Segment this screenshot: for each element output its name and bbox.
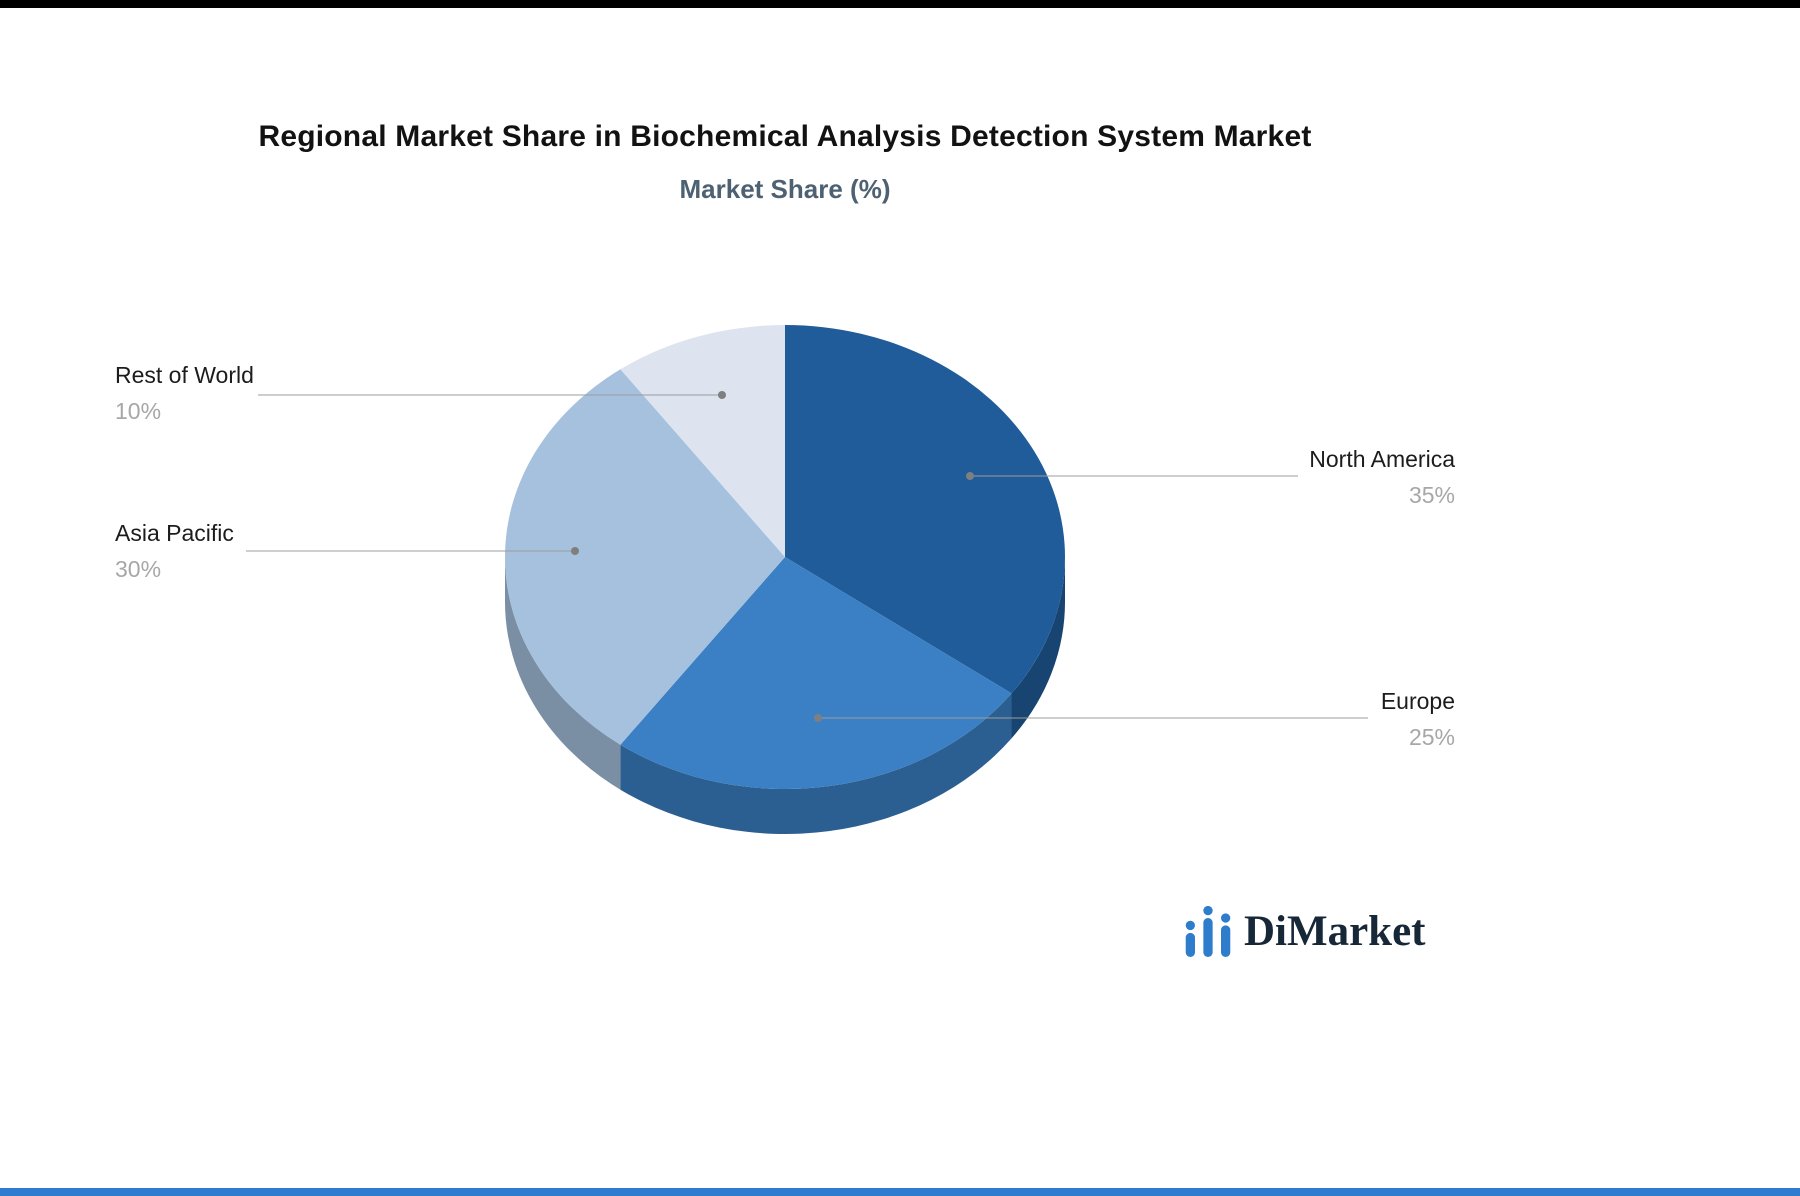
label-asia-pacific: Asia Pacific 30% — [115, 520, 234, 583]
label-value: 10% — [115, 398, 162, 424]
label-rest-of-world: Rest of World 10% — [115, 362, 254, 425]
label-value: 25% — [1408, 724, 1455, 750]
bar-chart-icon — [1185, 905, 1231, 957]
pie-slice-rest-of-world — [620, 325, 785, 557]
pie-sides — [505, 557, 1065, 834]
chart-subtitle: Market Share (%) — [679, 174, 891, 204]
label-name: Asia Pacific — [115, 520, 234, 546]
pie-slice-side-asia-pacific — [505, 557, 621, 790]
label-name: Europe — [1380, 688, 1455, 714]
label-north-america: North America 35% — [1309, 446, 1455, 509]
pie-tops — [505, 325, 1065, 789]
leader-dot-rest-of-world — [718, 391, 726, 399]
label-value: 35% — [1408, 482, 1455, 508]
label-europe: Europe 25% — [1381, 688, 1455, 751]
chart-header: Regional Market Share in Biochemical Ana… — [0, 120, 1570, 205]
leader-dot-north-america — [966, 472, 974, 480]
leader-dot-europe — [814, 714, 822, 722]
leader-lines-layer — [246, 391, 1368, 722]
label-name: North America — [1309, 446, 1455, 472]
pie-slice-side-north-america — [1011, 557, 1065, 739]
dimarket-logo: DiMarket — [1185, 900, 1426, 962]
pie-slice-asia-pacific — [505, 369, 785, 745]
label-name: Rest of World — [115, 362, 254, 388]
pie-slice-europe — [620, 557, 1012, 789]
logo-text: DiMarket — [1244, 907, 1426, 955]
pie-slice-north-america — [785, 325, 1065, 694]
top-border-bar — [0, 0, 1800, 8]
pie-slice-side-europe — [620, 693, 1012, 834]
leader-dot-asia-pacific — [571, 547, 579, 555]
chart-title: Regional Market Share in Biochemical Ana… — [258, 120, 1312, 153]
label-value: 30% — [115, 556, 162, 582]
bottom-border-bar — [0, 1188, 1800, 1196]
